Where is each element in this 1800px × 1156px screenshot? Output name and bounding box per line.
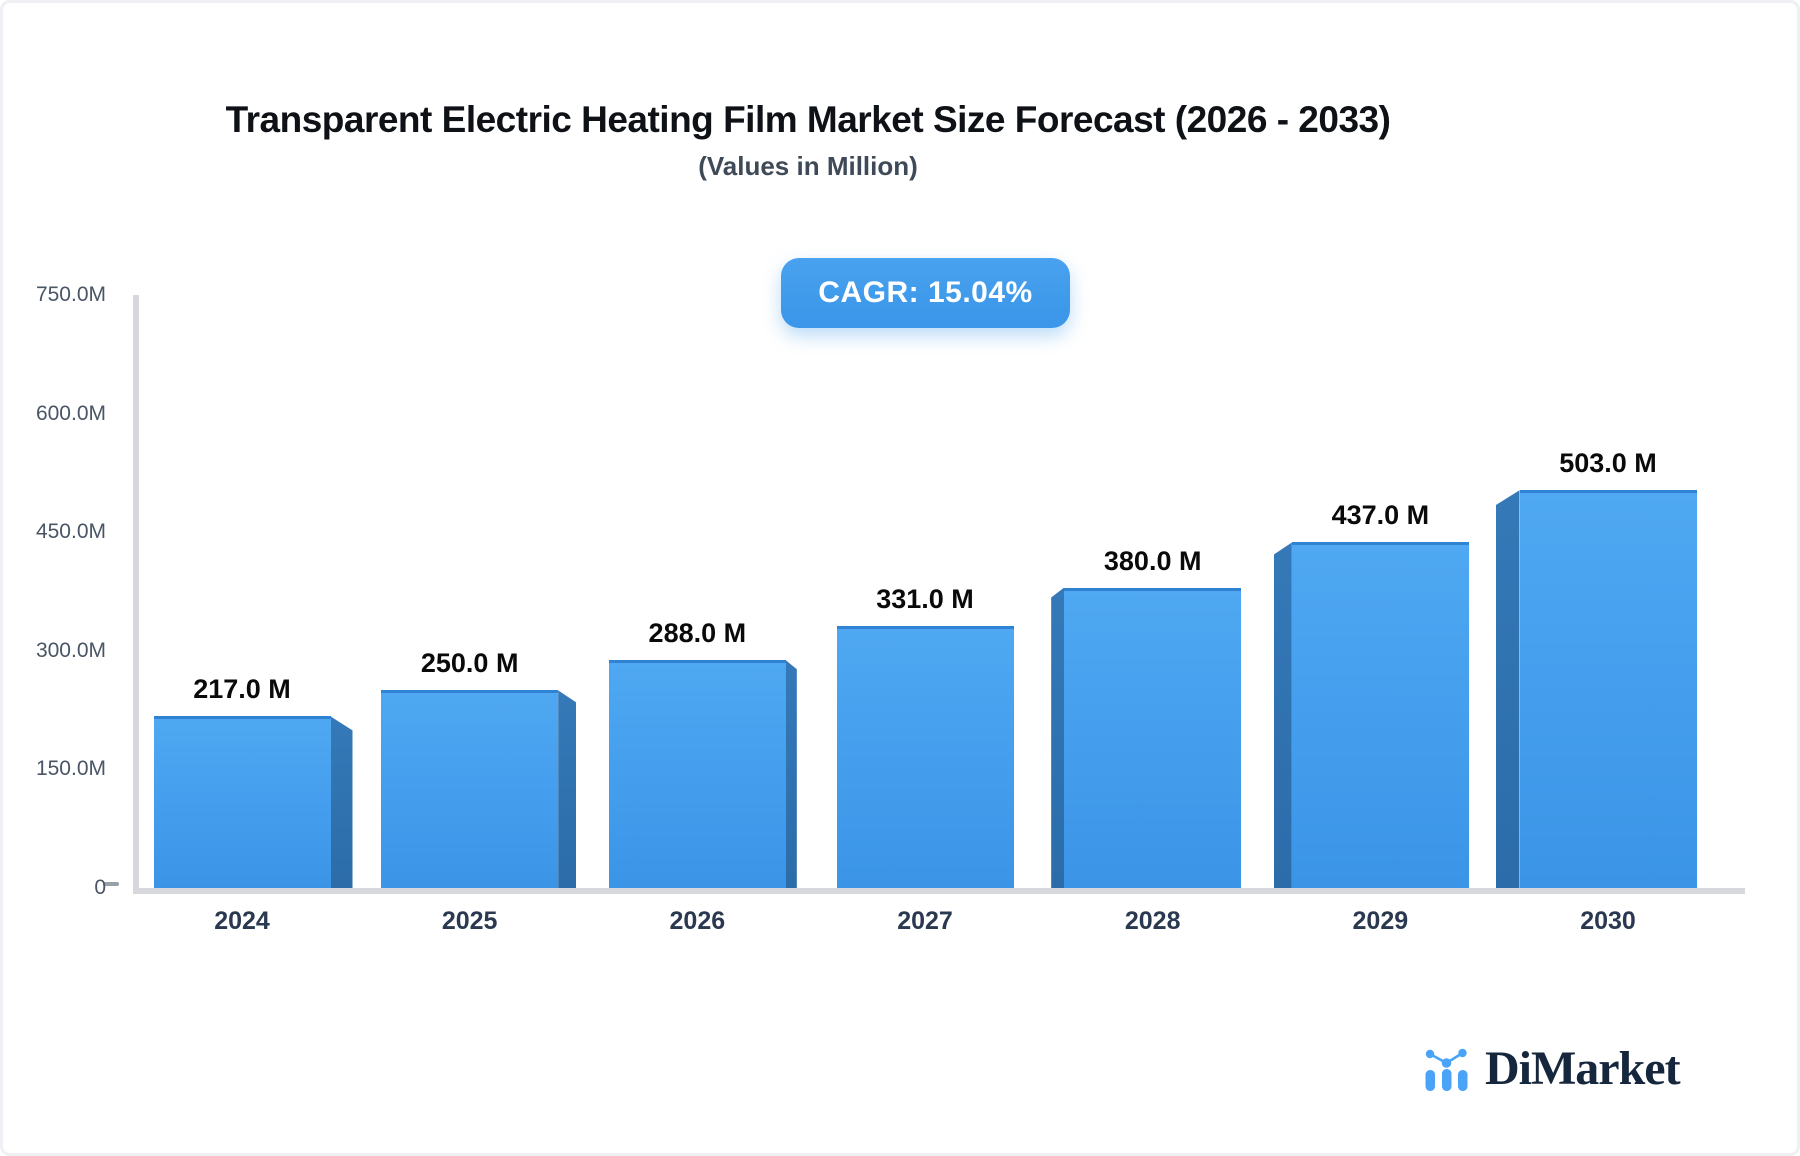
bar-chart-logo-icon: [1425, 1048, 1468, 1091]
bar: [1064, 587, 1242, 888]
x-axis-category-label: 2029: [1352, 907, 1409, 935]
y-axis-tick-label: 750.0M: [35, 283, 106, 306]
bar: [381, 690, 559, 888]
x-axis-category-label: 2026: [669, 907, 726, 935]
x-axis-category-label: 2024: [214, 907, 270, 935]
y-axis-tick-label: 0: [94, 876, 106, 899]
bar-value-label: 380.0 M: [1103, 545, 1202, 576]
bar-value-label: 288.0 M: [648, 618, 747, 649]
y-axis-tick-label: 600.0M: [35, 401, 106, 425]
bar-3d-side: [558, 690, 577, 888]
y-axis-tick-label: 150.0M: [35, 757, 106, 781]
bar-value-label: 331.0 M: [876, 584, 974, 615]
y-axis-tick-label: 450.0M: [35, 520, 106, 544]
bar-value-label: 437.0 M: [1331, 500, 1430, 531]
y-axis-tick-label: 300.0M: [35, 638, 106, 662]
chart-title: Transparent Electric Heating Film Market…: [225, 99, 1391, 140]
y-axis-zero-tick: [103, 882, 119, 886]
bar-3d-side: [1051, 587, 1065, 888]
x-axis-category-label: 2030: [1580, 907, 1636, 935]
chart-subtitle: (Values in Million): [698, 151, 918, 181]
x-axis-category-label: 2027: [897, 907, 953, 935]
bar-value-label: 217.0 M: [193, 674, 291, 705]
dimarket-logo-text: DiMarket: [1485, 1042, 1681, 1095]
dimarket-logo: DiMarket: [1421, 1042, 1681, 1095]
bar-3d-side: [330, 716, 353, 888]
bar-3d-side: [1273, 542, 1292, 888]
bar-value-label: 503.0 M: [1559, 448, 1657, 479]
x-axis-category-label: 2028: [1124, 907, 1181, 935]
bar: [1291, 542, 1469, 888]
bar: [153, 716, 331, 888]
bar: [1519, 490, 1697, 888]
bar: [836, 626, 1014, 888]
bar-value-label: 250.0 M: [420, 648, 519, 679]
bar: [608, 660, 786, 888]
cagr-badge-label: CAGR: 15.04%: [818, 276, 1033, 309]
bar-3d-side: [1495, 490, 1520, 888]
bar-3d-side: [785, 660, 797, 888]
y-axis-line: [133, 295, 139, 894]
x-axis-line: [133, 888, 1745, 894]
cagr-badge: CAGR: 15.04%: [781, 258, 1070, 328]
x-axis-category-label: 2025: [441, 907, 498, 935]
